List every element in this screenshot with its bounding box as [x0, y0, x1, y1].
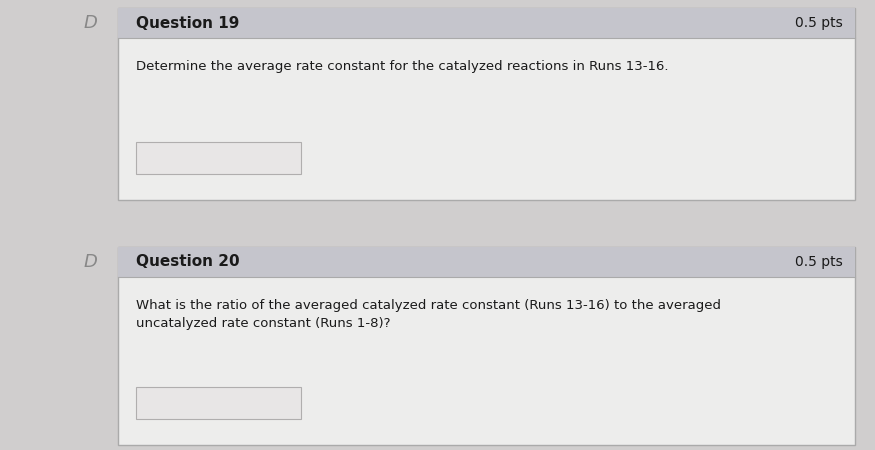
Text: Question 20: Question 20 — [136, 255, 240, 270]
Text: 0.5 pts: 0.5 pts — [795, 16, 843, 30]
Bar — [118, 8, 855, 200]
Bar — [118, 247, 855, 445]
Text: 0.5 pts: 0.5 pts — [795, 255, 843, 269]
Text: Determine the average rate constant for the catalyzed reactions in Runs 13-16.: Determine the average rate constant for … — [136, 60, 668, 73]
Text: What is the ratio of the averaged catalyzed rate constant (Runs 13-16) to the av: What is the ratio of the averaged cataly… — [136, 299, 721, 312]
Bar — [136, 387, 301, 419]
Bar — [118, 8, 855, 38]
Text: uncatalyzed rate constant (Runs 1-8)?: uncatalyzed rate constant (Runs 1-8)? — [136, 317, 390, 330]
Text: D: D — [83, 14, 97, 32]
Bar — [118, 247, 855, 277]
Text: Question 19: Question 19 — [136, 15, 240, 31]
Bar — [136, 142, 301, 174]
Text: D: D — [83, 253, 97, 271]
